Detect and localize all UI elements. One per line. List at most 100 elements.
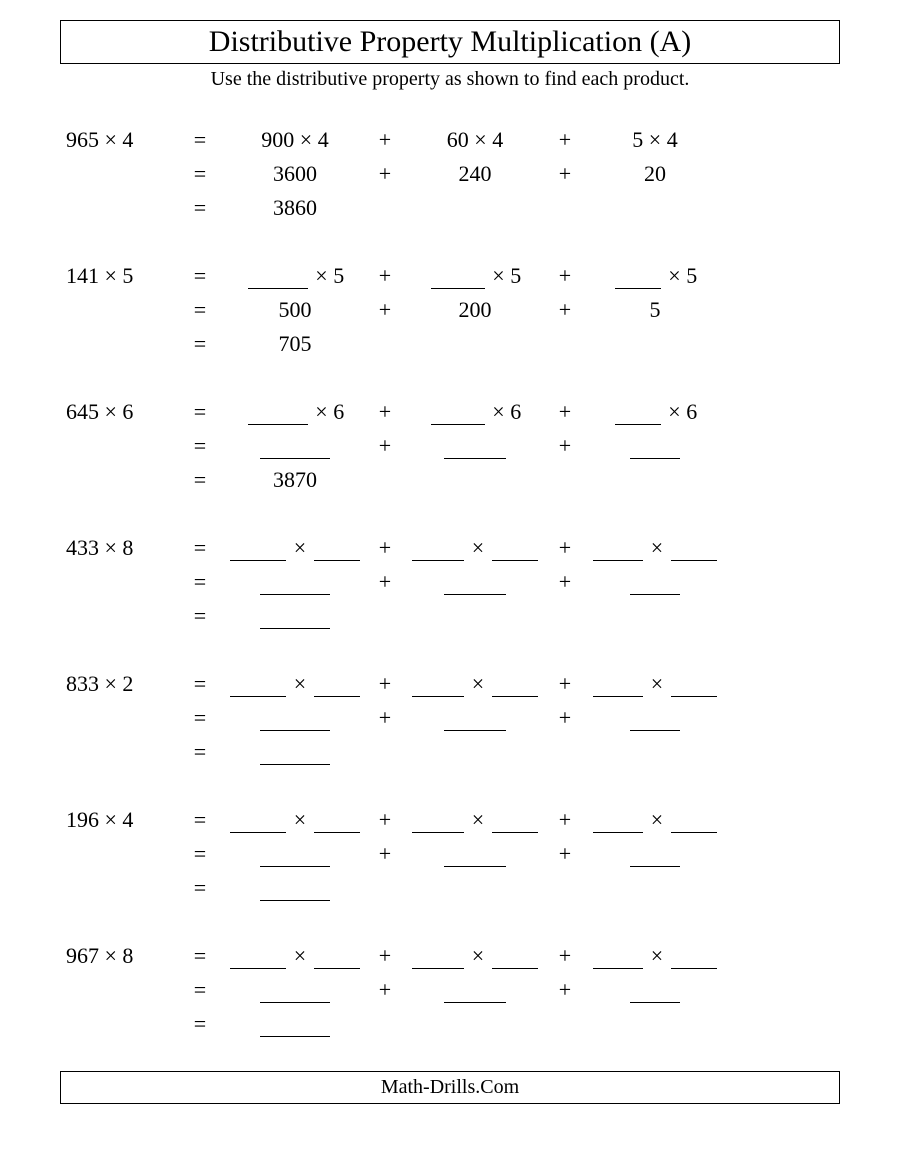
blank-field[interactable] [593,542,643,561]
blank-field[interactable] [412,678,464,697]
blank-field[interactable] [248,406,308,425]
equation-row: = [60,595,840,629]
blank-field[interactable] [492,542,538,561]
plus-cell: + [550,433,580,459]
equation-row: =++ [60,697,840,731]
blank-field[interactable] [444,576,506,595]
blank-field[interactable] [444,440,506,459]
term-c [580,977,730,1003]
blank-field[interactable] [444,712,506,731]
blank-field[interactable] [630,440,680,459]
blank-field[interactable] [412,542,464,561]
blank-field[interactable] [412,814,464,833]
blank-field[interactable] [314,542,360,561]
blank-field[interactable] [260,1018,330,1037]
equals-cell: = [180,943,220,969]
value-text: 5 [650,297,661,322]
blank-field[interactable] [260,746,330,765]
question-cell: 196 × 4 [60,807,180,833]
plus-cell: + [370,671,400,697]
equation-row: =3870 [60,459,840,493]
equals-cell: = [180,535,220,561]
blank-field[interactable] [593,814,643,833]
equals-cell: = [180,399,220,425]
blank-field[interactable] [593,678,643,697]
term-c: 5 [580,297,730,323]
blank-field[interactable] [431,270,485,289]
equals-cell: = [180,705,220,731]
term-b: 60 × 4 [400,127,550,153]
blank-field[interactable] [593,950,643,969]
blank-field[interactable] [248,270,308,289]
blank-field[interactable] [412,950,464,969]
plus-cell: + [550,127,580,153]
equation-row: 967 × 8= × + × + × [60,935,840,969]
term-a [220,977,370,1003]
equals-cell: = [180,161,220,187]
term-a [220,603,370,629]
plus-cell: + [550,297,580,323]
blank-field[interactable] [260,882,330,901]
blank-field[interactable] [314,678,360,697]
blank-field[interactable] [230,814,286,833]
term-c: × [580,535,730,561]
blank-field[interactable] [260,848,330,867]
blank-field[interactable] [260,576,330,595]
term-b: × 5 [400,263,550,289]
blank-field[interactable] [230,678,286,697]
blank-field[interactable] [615,406,661,425]
blank-field[interactable] [492,814,538,833]
blank-field[interactable] [630,576,680,595]
equation-row: =++ [60,969,840,1003]
equals-cell: = [180,263,220,289]
term-a [220,433,370,459]
term-b [400,569,550,595]
blank-field[interactable] [671,950,717,969]
blank-field[interactable] [492,678,538,697]
equation-row: =705 [60,323,840,357]
equals-cell: = [180,807,220,833]
term-b: × [400,807,550,833]
blank-field[interactable] [492,950,538,969]
equals-cell: = [180,875,220,901]
plus-cell: + [370,535,400,561]
blank-field[interactable] [314,814,360,833]
term-c: × 6 [580,399,730,425]
plus-cell: + [550,705,580,731]
equation-row: =500+200+5 [60,289,840,323]
term-c: 5 × 4 [580,127,730,153]
term-c: × 5 [580,263,730,289]
blank-field[interactable] [671,678,717,697]
equation-row: = [60,731,840,765]
blank-field[interactable] [671,814,717,833]
blank-field[interactable] [615,270,661,289]
blank-field[interactable] [431,406,485,425]
blank-field[interactable] [260,610,330,629]
term-a: 3870 [220,467,370,493]
equation-row: =++ [60,561,840,595]
plus-cell: + [370,807,400,833]
blank-field[interactable] [260,440,330,459]
blank-field[interactable] [444,848,506,867]
blank-field[interactable] [630,712,680,731]
plus-cell: + [370,399,400,425]
blank-field[interactable] [260,712,330,731]
blank-field[interactable] [671,542,717,561]
blank-field[interactable] [630,848,680,867]
blank-field[interactable] [260,984,330,1003]
term-b [400,977,550,1003]
equals-cell: = [180,977,220,1003]
value-text: 60 × 4 [447,127,503,152]
equation-row: =++ [60,833,840,867]
equation-row: = [60,867,840,901]
blank-field[interactable] [314,950,360,969]
blank-field[interactable] [444,984,506,1003]
blank-field[interactable] [630,984,680,1003]
equals-cell: = [180,433,220,459]
term-b: 200 [400,297,550,323]
blank-field[interactable] [230,542,286,561]
question-cell: 141 × 5 [60,263,180,289]
blank-field[interactable] [230,950,286,969]
plus-cell: + [370,433,400,459]
equals-cell: = [180,331,220,357]
